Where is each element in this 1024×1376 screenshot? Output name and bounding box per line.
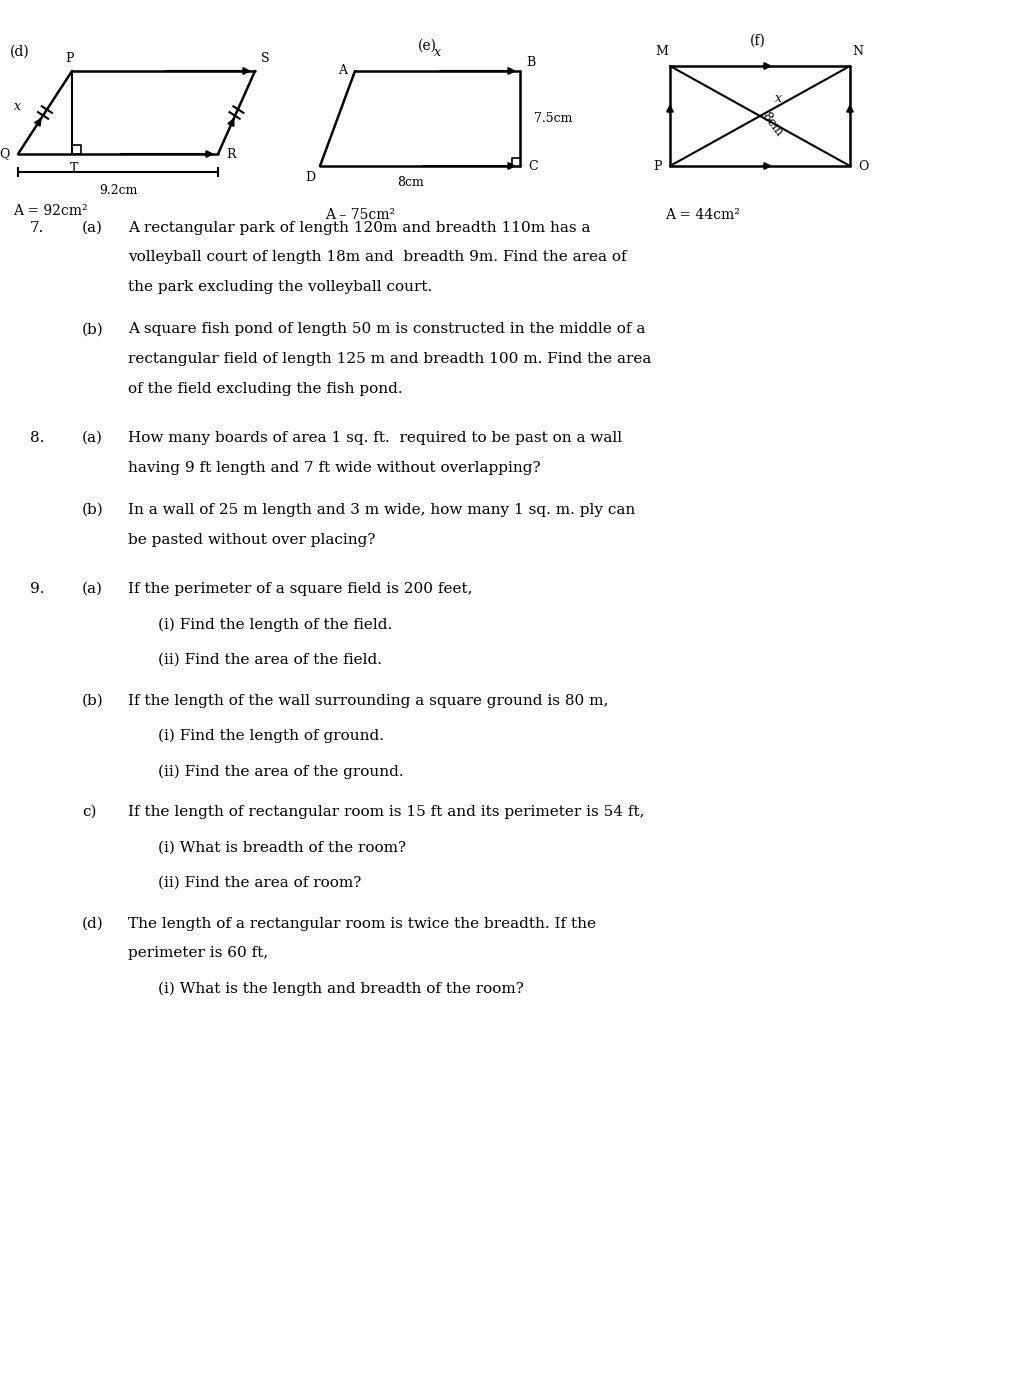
Text: (i) Find the length of ground.: (i) Find the length of ground.: [158, 729, 384, 743]
Text: x: x: [13, 100, 20, 113]
Text: (a): (a): [82, 582, 103, 596]
Text: (b): (b): [82, 694, 103, 707]
Text: 7.: 7.: [30, 222, 44, 235]
Text: (b): (b): [82, 322, 103, 337]
Text: (d): (d): [82, 916, 103, 930]
Text: P: P: [653, 160, 662, 172]
Text: In a wall of 25 m length and 3 m wide, how many 1 sq. m. ply can: In a wall of 25 m length and 3 m wide, h…: [128, 504, 635, 517]
Text: having 9 ft length and 7 ft wide without overlapping?: having 9 ft length and 7 ft wide without…: [128, 461, 541, 475]
Text: B: B: [526, 56, 536, 69]
Text: O: O: [858, 160, 868, 172]
Text: The length of a rectangular room is twice the breadth. If the: The length of a rectangular room is twic…: [128, 916, 596, 930]
Text: A square fish pond of length 50 m is constructed in the middle of a: A square fish pond of length 50 m is con…: [128, 322, 645, 337]
Text: (a): (a): [82, 222, 103, 235]
Text: (d): (d): [10, 45, 30, 59]
Text: (i) What is breadth of the room?: (i) What is breadth of the room?: [158, 841, 407, 854]
Text: M: M: [655, 45, 668, 58]
Text: (a): (a): [82, 431, 103, 444]
Text: perimeter is 60 ft,: perimeter is 60 ft,: [128, 947, 268, 960]
Text: If the perimeter of a square field is 200 feet,: If the perimeter of a square field is 20…: [128, 582, 472, 596]
Text: D: D: [305, 171, 315, 184]
Text: P: P: [66, 52, 75, 65]
Text: (i) What is the length and breadth of the room?: (i) What is the length and breadth of th…: [158, 981, 524, 996]
Text: A = 92cm²: A = 92cm²: [13, 204, 88, 217]
Text: of the field excluding the fish pond.: of the field excluding the fish pond.: [128, 381, 402, 395]
Text: 9.2cm: 9.2cm: [98, 184, 137, 197]
Text: S: S: [261, 52, 269, 65]
Text: C: C: [528, 160, 538, 172]
Text: Q: Q: [0, 147, 10, 161]
Text: T: T: [70, 162, 78, 175]
Text: If the length of the wall surrounding a square ground is 80 m,: If the length of the wall surrounding a …: [128, 694, 608, 707]
Text: (i) Find the length of the field.: (i) Find the length of the field.: [158, 618, 392, 632]
Text: 8cm: 8cm: [759, 110, 785, 139]
Text: volleyball court of length 18m and  breadth 9m. Find the area of: volleyball court of length 18m and bread…: [128, 250, 627, 264]
Text: be pasted without over placing?: be pasted without over placing?: [128, 533, 376, 546]
Text: 8cm: 8cm: [396, 176, 423, 189]
Text: A – 75cm²: A – 75cm²: [325, 208, 395, 222]
Text: How many boards of area 1 sq. ft.  required to be past on a wall: How many boards of area 1 sq. ft. requir…: [128, 431, 623, 444]
Text: the park excluding the volleyball court.: the park excluding the volleyball court.: [128, 279, 432, 294]
Text: R: R: [226, 147, 236, 161]
Text: x: x: [774, 92, 781, 105]
Text: N: N: [852, 45, 863, 58]
Text: A: A: [338, 65, 347, 77]
Text: 9.: 9.: [30, 582, 44, 596]
Text: 8.: 8.: [30, 431, 44, 444]
Text: If the length of rectangular room is 15 ft and its perimeter is 54 ft,: If the length of rectangular room is 15 …: [128, 805, 644, 819]
Text: (ii) Find the area of the ground.: (ii) Find the area of the ground.: [158, 765, 403, 779]
Text: rectangular field of length 125 m and breadth 100 m. Find the area: rectangular field of length 125 m and br…: [128, 352, 651, 366]
Text: x: x: [434, 45, 441, 59]
Text: A rectangular park of length 120m and breadth 110m has a: A rectangular park of length 120m and br…: [128, 222, 591, 235]
Text: (ii) Find the area of room?: (ii) Find the area of room?: [158, 877, 361, 890]
Text: 7.5cm: 7.5cm: [534, 111, 572, 125]
Text: (e): (e): [418, 39, 436, 54]
Text: c): c): [82, 805, 96, 819]
Text: (ii) Find the area of the field.: (ii) Find the area of the field.: [158, 654, 382, 667]
Text: (f): (f): [750, 34, 766, 48]
Text: (b): (b): [82, 504, 103, 517]
Text: A = 44cm²: A = 44cm²: [665, 208, 740, 222]
